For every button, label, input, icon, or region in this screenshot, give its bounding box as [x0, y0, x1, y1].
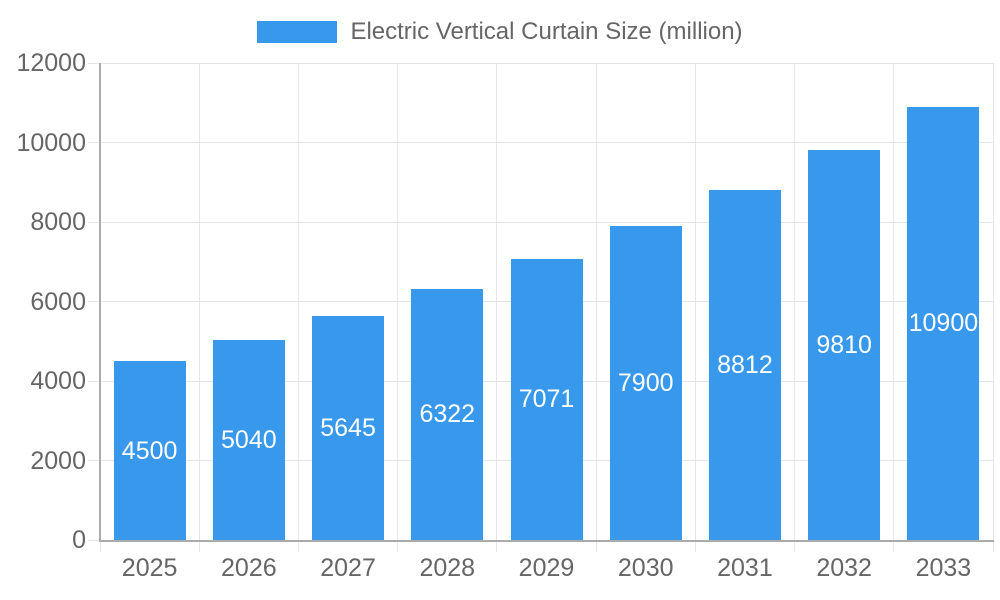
y-tick [88, 460, 100, 461]
x-tick-label: 2029 [518, 554, 575, 582]
bar-value-label: 6322 [419, 400, 476, 429]
y-tick [88, 301, 100, 302]
x-tick-label: 2027 [320, 554, 376, 582]
x-tick-label: 2026 [221, 554, 277, 582]
bar[interactable] [609, 225, 682, 540]
bar[interactable] [113, 361, 186, 540]
v-gridline [496, 63, 498, 540]
y-tick [88, 539, 100, 541]
x-tick-label: 2025 [121, 554, 178, 582]
x-tick [893, 542, 895, 552]
v-gridline [297, 63, 299, 540]
y-axis-line [99, 63, 101, 542]
x-tick [595, 542, 597, 552]
v-gridline [992, 63, 994, 540]
bar-value-label: 4500 [121, 436, 178, 465]
x-tick-label: 2031 [717, 554, 773, 582]
y-tick-label: 10000 [16, 128, 86, 157]
x-tick [694, 542, 696, 552]
x-tick [794, 542, 796, 552]
v-gridline [595, 63, 597, 540]
legend-label: Electric Vertical Curtain Size (million) [350, 18, 743, 45]
y-tick [88, 142, 100, 143]
y-tick [88, 380, 100, 382]
v-gridline [397, 63, 399, 540]
legend-swatch [257, 21, 338, 43]
bar[interactable] [510, 258, 583, 540]
h-gridline [100, 142, 993, 143]
x-tick-label: 2032 [816, 554, 872, 582]
x-tick [496, 542, 498, 552]
y-tick-label: 12000 [16, 49, 86, 77]
y-tick [88, 62, 100, 64]
bar-value-label: 9810 [816, 331, 872, 360]
y-tick-label: 4000 [30, 367, 86, 395]
v-gridline [794, 63, 796, 540]
x-tick [297, 542, 299, 552]
bar[interactable] [411, 288, 484, 540]
y-tick-label: 8000 [30, 208, 86, 236]
v-gridline [893, 63, 895, 540]
y-tick-label: 6000 [30, 287, 86, 316]
bar[interactable] [212, 339, 285, 540]
bar-value-label: 7900 [617, 368, 674, 397]
h-gridline [100, 221, 993, 223]
x-axis-line [99, 540, 994, 542]
x-tick [397, 542, 399, 552]
v-gridline [694, 63, 696, 540]
bar-value-label: 5040 [221, 425, 277, 454]
x-tick-label: 2033 [915, 554, 972, 582]
x-tick-label: 2030 [617, 554, 674, 582]
x-tick [99, 542, 101, 552]
bar-value-label: 8812 [717, 350, 773, 379]
bar[interactable] [312, 315, 385, 540]
bar-value-label: 7071 [518, 385, 575, 414]
x-tick [198, 542, 200, 552]
bar-value-label: 5645 [320, 413, 376, 442]
v-gridline [198, 63, 200, 540]
x-tick [992, 542, 994, 552]
h-gridline [100, 62, 993, 64]
bar[interactable] [708, 189, 781, 540]
bar[interactable] [907, 106, 980, 540]
bar[interactable] [808, 150, 881, 540]
y-tick-label: 0 [72, 526, 86, 554]
y-tick [88, 221, 100, 223]
legend-item[interactable]: Electric Vertical Curtain Size (million) [0, 18, 1000, 46]
x-tick-label: 2028 [419, 554, 476, 582]
bar-value-label: 10900 [908, 309, 979, 338]
y-tick-label: 2000 [30, 446, 86, 475]
